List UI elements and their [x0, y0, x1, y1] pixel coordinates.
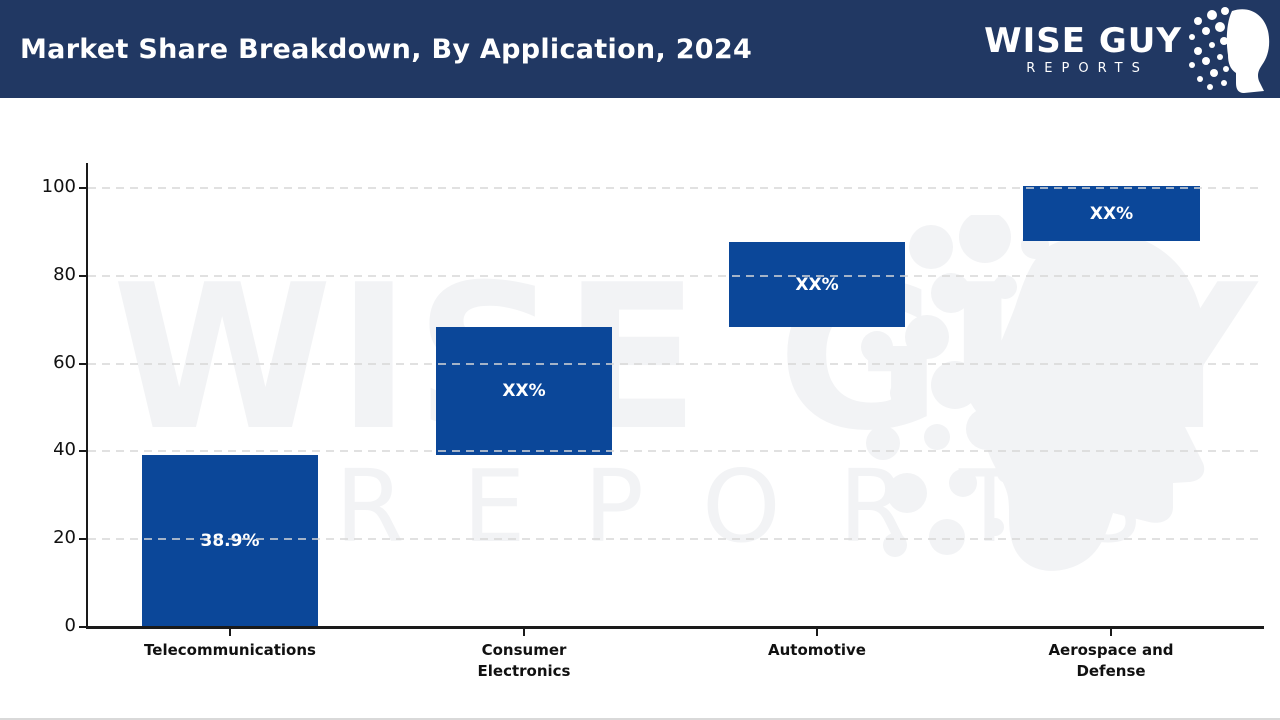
x-tick-label-consumer-electronics: Consumer Electronics — [414, 640, 634, 682]
y-tick-mark — [79, 626, 86, 628]
brand-logo: WISE GUY REPORTS — [984, 0, 1270, 98]
bottom-border — [0, 718, 1280, 720]
x-label-line: Telecommunications — [144, 641, 316, 659]
y-tick-label-20: 20 — [53, 527, 76, 548]
y-tick-mark — [79, 187, 86, 189]
brand-subname: REPORTS — [1026, 60, 1149, 76]
bar-value-label: 38.9% — [200, 530, 260, 551]
y-tick-label-60: 60 — [53, 352, 76, 373]
x-axis-line — [86, 626, 1264, 629]
x-label-line: Automotive — [768, 641, 866, 659]
y-tick-mark — [79, 275, 86, 277]
x-label-line: Defense — [1076, 662, 1146, 680]
bar-telecommunications: 38.9% — [142, 455, 318, 626]
bar-value-label: XX% — [795, 274, 839, 295]
x-label-line: Consumer — [481, 641, 567, 659]
x-tick-label-automotive: Automotive — [707, 640, 927, 661]
x-tick-mark — [816, 629, 818, 636]
y-tick-label-100: 100 — [41, 176, 76, 197]
y-tick-label-80: 80 — [53, 264, 76, 285]
x-tick-mark — [1110, 629, 1112, 636]
x-tick-label-aerospace-defense: Aerospace and Defense — [1001, 640, 1221, 682]
bar-consumer-electronics: XX% — [436, 327, 612, 455]
x-tick-mark — [523, 629, 525, 636]
y-tick-label-0: 0 — [64, 615, 76, 636]
y-tick-mark — [79, 538, 86, 540]
bar-aerospace-defense: XX% — [1023, 186, 1200, 241]
x-tick-label-telecommunications: Telecommunications — [120, 640, 340, 661]
brand-logo-text: WISE GUY REPORTS — [984, 23, 1182, 76]
y-axis-line — [86, 163, 88, 627]
header-bar: Market Share Breakdown, By Application, … — [0, 0, 1280, 98]
y-tick-mark — [79, 450, 86, 452]
bar-value-label: XX% — [502, 381, 546, 401]
y-tick-mark — [79, 363, 86, 365]
x-label-line: Aerospace and — [1048, 641, 1174, 659]
bar-value-label: XX% — [1089, 203, 1134, 224]
chart-title: Market Share Breakdown, By Application, … — [20, 33, 753, 65]
y-tick-label-40: 40 — [53, 439, 76, 460]
watermark-face-icon — [861, 215, 1206, 571]
bar-automotive: XX% — [729, 242, 905, 327]
x-label-line: Electronics — [477, 662, 571, 680]
x-tick-mark — [229, 629, 231, 636]
logo-face-icon — [1189, 7, 1270, 94]
brand-name: WISE GUY — [984, 20, 1182, 61]
